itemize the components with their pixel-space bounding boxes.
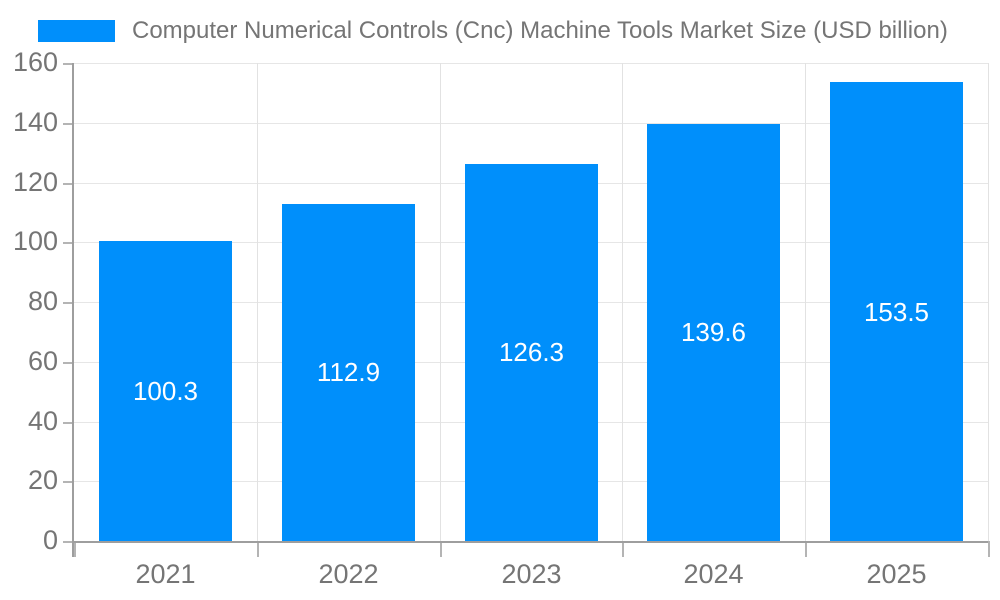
x-axis-tick — [988, 541, 990, 557]
y-tick-label: 120 — [12, 167, 58, 197]
y-tick-label: 60 — [27, 346, 58, 376]
y-axis-tick — [63, 123, 74, 125]
legend-series-label: Computer Numerical Controls (Cnc) Machin… — [132, 17, 948, 44]
bar-2022[interactable] — [282, 204, 415, 541]
legend-item[interactable]: Computer Numerical Controls (Cnc) Machin… — [38, 17, 948, 45]
x-tick-label: 2021 — [135, 559, 196, 589]
y-tick-label: 100 — [12, 226, 58, 256]
x-tick-label: 2025 — [866, 559, 927, 589]
y-axis-tick — [63, 242, 74, 244]
y-axis-tick — [63, 481, 74, 483]
y-axis-tick — [63, 422, 74, 424]
x-tick-label: 2022 — [318, 559, 379, 589]
x-boundary-gridline — [622, 63, 623, 541]
bar-2021[interactable] — [99, 241, 232, 541]
x-boundary-gridline — [257, 63, 258, 541]
x-tick-label: 2024 — [683, 559, 744, 589]
y-tick-label: 20 — [27, 465, 58, 495]
y-axis-tick — [63, 183, 74, 185]
y-axis-tick — [63, 302, 74, 304]
bar-2024[interactable] — [647, 124, 780, 541]
y-gridline — [74, 63, 988, 64]
x-axis-line — [72, 541, 988, 543]
y-axis-line — [72, 63, 74, 557]
y-tick-label: 160 — [12, 47, 58, 77]
x-axis-tick — [622, 541, 624, 557]
y-gridline — [74, 123, 988, 124]
x-boundary-gridline — [988, 63, 989, 541]
x-axis-tick — [805, 541, 807, 557]
y-tick-label: 40 — [27, 406, 58, 436]
y-tick-label: 0 — [42, 525, 58, 555]
x-axis-tick — [257, 541, 259, 557]
y-tick-label: 80 — [27, 286, 58, 316]
x-tick-label: 2023 — [501, 559, 562, 589]
legend-swatch — [38, 20, 115, 42]
y-axis-tick — [63, 63, 74, 65]
y-tick-label: 140 — [12, 107, 58, 137]
x-axis-tick — [440, 541, 442, 557]
x-boundary-gridline — [805, 63, 806, 541]
y-axis-tick — [63, 541, 74, 543]
y-axis-tick — [63, 362, 74, 364]
x-boundary-gridline — [440, 63, 441, 541]
bar-2025[interactable] — [830, 82, 963, 541]
bar-2023[interactable] — [465, 164, 598, 541]
x-axis-tick — [74, 541, 76, 557]
